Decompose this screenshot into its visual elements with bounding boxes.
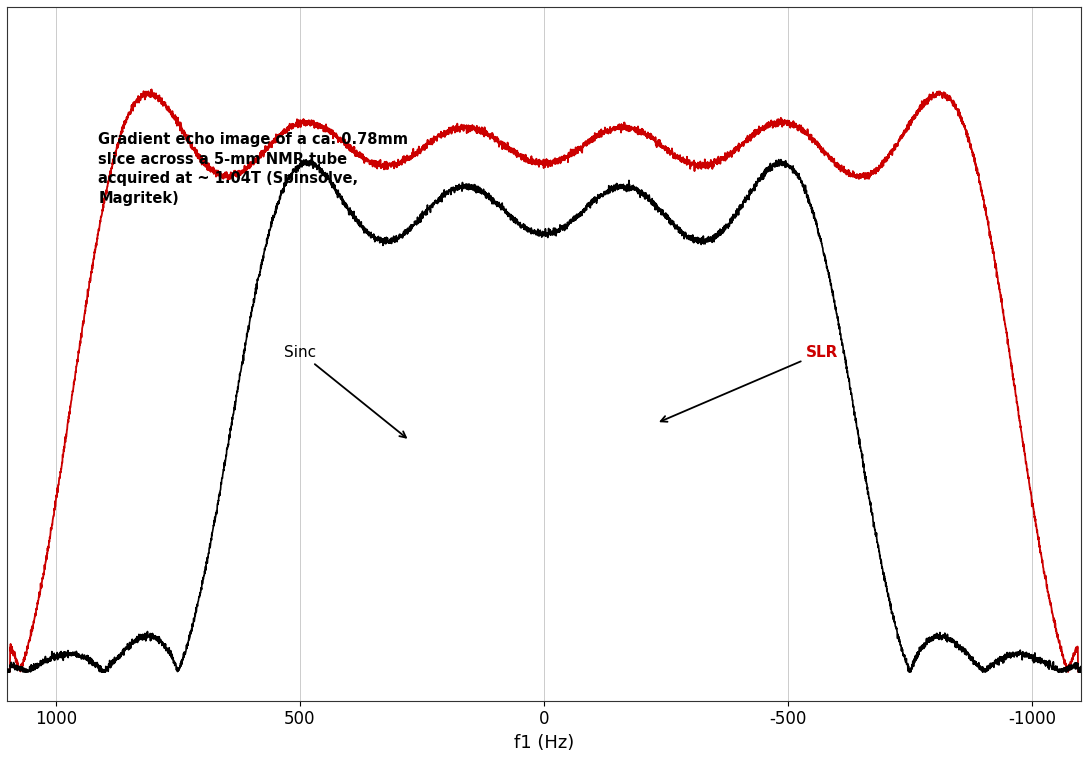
Text: Sinc: Sinc — [284, 345, 406, 438]
Text: Gradient echo image of a ca. 0.78mm
slice across a 5-mm NMR tube
acquired at ~ 1: Gradient echo image of a ca. 0.78mm slic… — [98, 132, 408, 206]
X-axis label: f1 (Hz): f1 (Hz) — [514, 734, 574, 752]
Text: SLR: SLR — [660, 345, 839, 422]
